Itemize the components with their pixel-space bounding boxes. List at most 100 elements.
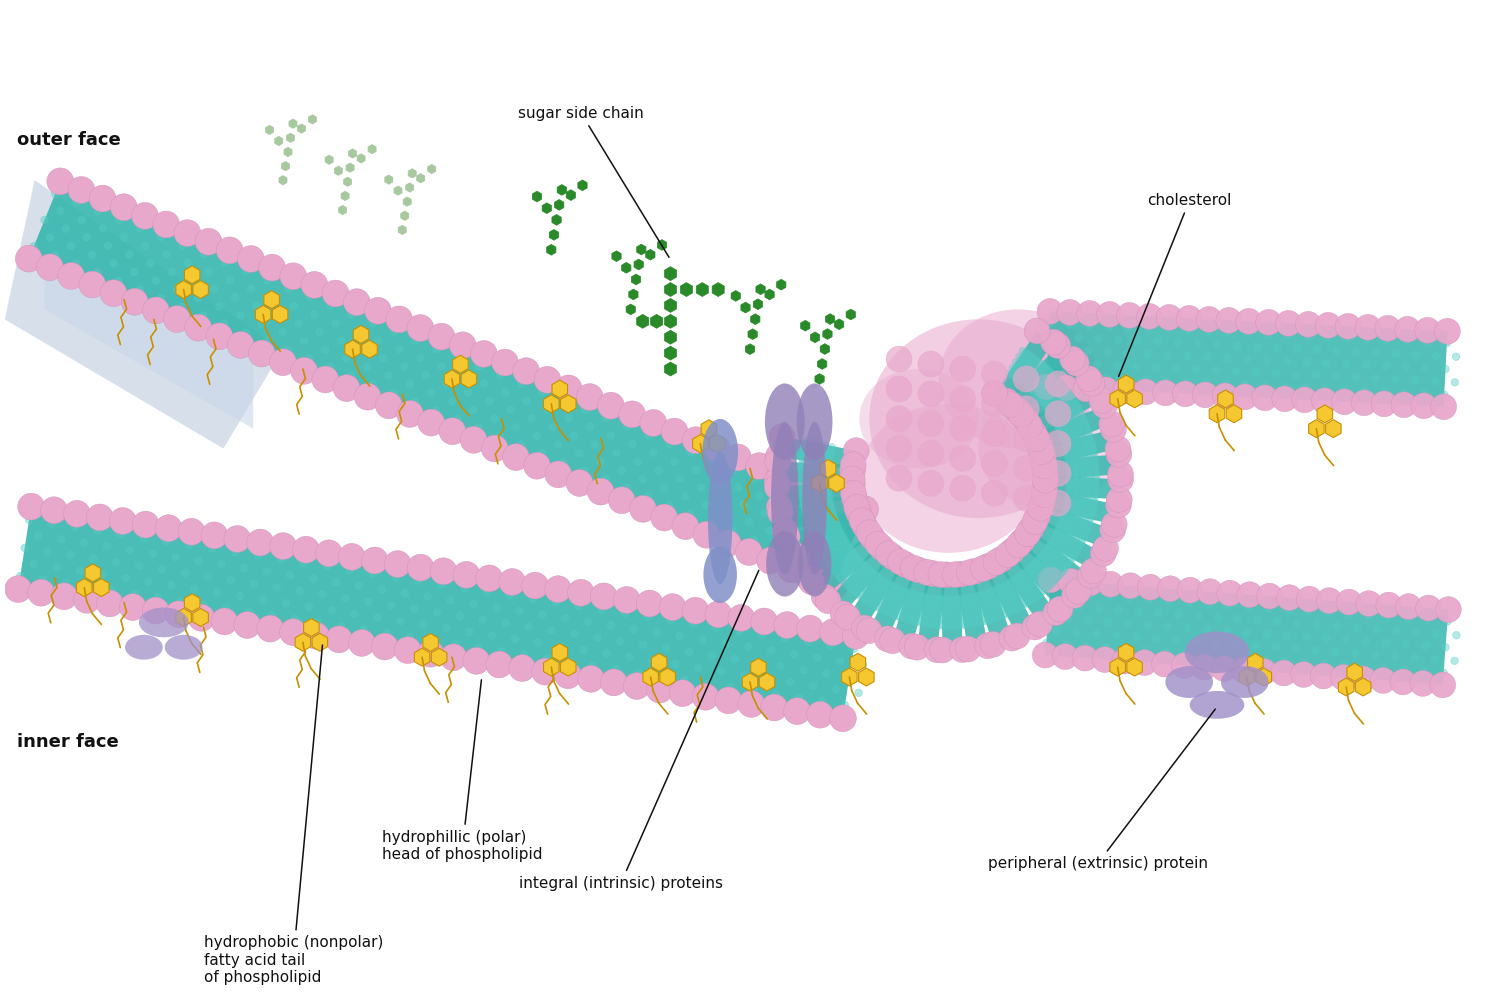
Circle shape xyxy=(1058,536,1065,542)
Circle shape xyxy=(834,549,840,556)
Circle shape xyxy=(1004,603,1011,610)
Circle shape xyxy=(598,606,606,613)
Circle shape xyxy=(1076,528,1083,535)
Circle shape xyxy=(1011,366,1019,373)
Circle shape xyxy=(1007,594,1013,601)
Polygon shape xyxy=(543,395,560,413)
Circle shape xyxy=(801,443,808,450)
Circle shape xyxy=(352,328,362,336)
Circle shape xyxy=(1082,441,1089,448)
Circle shape xyxy=(406,633,414,641)
Circle shape xyxy=(39,576,46,583)
Circle shape xyxy=(1068,512,1074,519)
Circle shape xyxy=(57,207,64,215)
Circle shape xyxy=(1420,390,1428,397)
Circle shape xyxy=(1046,588,1054,596)
Polygon shape xyxy=(1226,405,1242,423)
Circle shape xyxy=(471,341,498,367)
Ellipse shape xyxy=(859,404,1038,553)
Circle shape xyxy=(818,467,825,474)
Circle shape xyxy=(990,594,998,601)
Circle shape xyxy=(1024,575,1032,582)
Polygon shape xyxy=(1019,529,1090,591)
Circle shape xyxy=(855,689,862,697)
Circle shape xyxy=(1414,317,1440,343)
Circle shape xyxy=(950,386,975,412)
Circle shape xyxy=(578,665,604,692)
Circle shape xyxy=(818,481,825,488)
Circle shape xyxy=(806,463,812,470)
Circle shape xyxy=(924,594,932,601)
Circle shape xyxy=(846,673,853,681)
Circle shape xyxy=(957,602,964,609)
Circle shape xyxy=(831,567,837,574)
Circle shape xyxy=(958,595,966,602)
Circle shape xyxy=(1214,614,1221,621)
Polygon shape xyxy=(821,344,830,354)
Circle shape xyxy=(422,372,429,379)
Circle shape xyxy=(1024,367,1032,374)
Circle shape xyxy=(819,490,825,497)
Circle shape xyxy=(51,251,58,259)
Circle shape xyxy=(1104,348,1112,356)
Circle shape xyxy=(882,600,888,607)
Circle shape xyxy=(772,519,798,545)
Circle shape xyxy=(882,586,890,593)
Circle shape xyxy=(1413,351,1420,358)
Circle shape xyxy=(1214,341,1221,349)
Circle shape xyxy=(1070,554,1077,560)
Polygon shape xyxy=(334,166,342,175)
Circle shape xyxy=(827,494,833,501)
Circle shape xyxy=(1056,551,1062,558)
Circle shape xyxy=(1095,335,1102,343)
Circle shape xyxy=(1233,368,1240,375)
Circle shape xyxy=(369,570,376,577)
Circle shape xyxy=(1052,416,1058,423)
Circle shape xyxy=(833,518,839,525)
Circle shape xyxy=(992,608,999,615)
Circle shape xyxy=(1050,371,1058,378)
Ellipse shape xyxy=(859,369,978,468)
Circle shape xyxy=(1090,495,1098,502)
Circle shape xyxy=(465,628,472,636)
Circle shape xyxy=(939,602,946,609)
Circle shape xyxy=(1072,376,1100,402)
Circle shape xyxy=(1244,355,1251,363)
Circle shape xyxy=(1155,338,1162,346)
Polygon shape xyxy=(18,507,856,718)
Circle shape xyxy=(1072,533,1080,540)
Circle shape xyxy=(1016,573,1023,580)
Circle shape xyxy=(801,446,807,453)
Circle shape xyxy=(110,260,117,267)
Circle shape xyxy=(1052,405,1059,412)
Circle shape xyxy=(998,605,1005,612)
Circle shape xyxy=(885,609,891,616)
Circle shape xyxy=(908,611,915,618)
Circle shape xyxy=(864,598,871,605)
Polygon shape xyxy=(255,305,272,323)
Circle shape xyxy=(1086,479,1094,486)
Circle shape xyxy=(1232,384,1258,410)
Polygon shape xyxy=(1046,311,1448,407)
Circle shape xyxy=(1084,497,1090,504)
Circle shape xyxy=(618,401,645,428)
Circle shape xyxy=(842,579,849,586)
Circle shape xyxy=(865,531,891,557)
Circle shape xyxy=(1083,504,1090,510)
Circle shape xyxy=(1053,554,1060,561)
Circle shape xyxy=(1281,657,1288,665)
Circle shape xyxy=(782,634,789,642)
Circle shape xyxy=(825,478,831,485)
Circle shape xyxy=(1038,581,1044,588)
Circle shape xyxy=(72,199,80,206)
Circle shape xyxy=(1156,304,1182,330)
Circle shape xyxy=(672,513,699,540)
Circle shape xyxy=(843,494,870,520)
Circle shape xyxy=(939,609,946,616)
Circle shape xyxy=(954,609,962,616)
Circle shape xyxy=(226,276,234,284)
Circle shape xyxy=(1086,521,1092,528)
Circle shape xyxy=(57,262,84,289)
Circle shape xyxy=(1058,379,1064,386)
Circle shape xyxy=(681,493,688,500)
